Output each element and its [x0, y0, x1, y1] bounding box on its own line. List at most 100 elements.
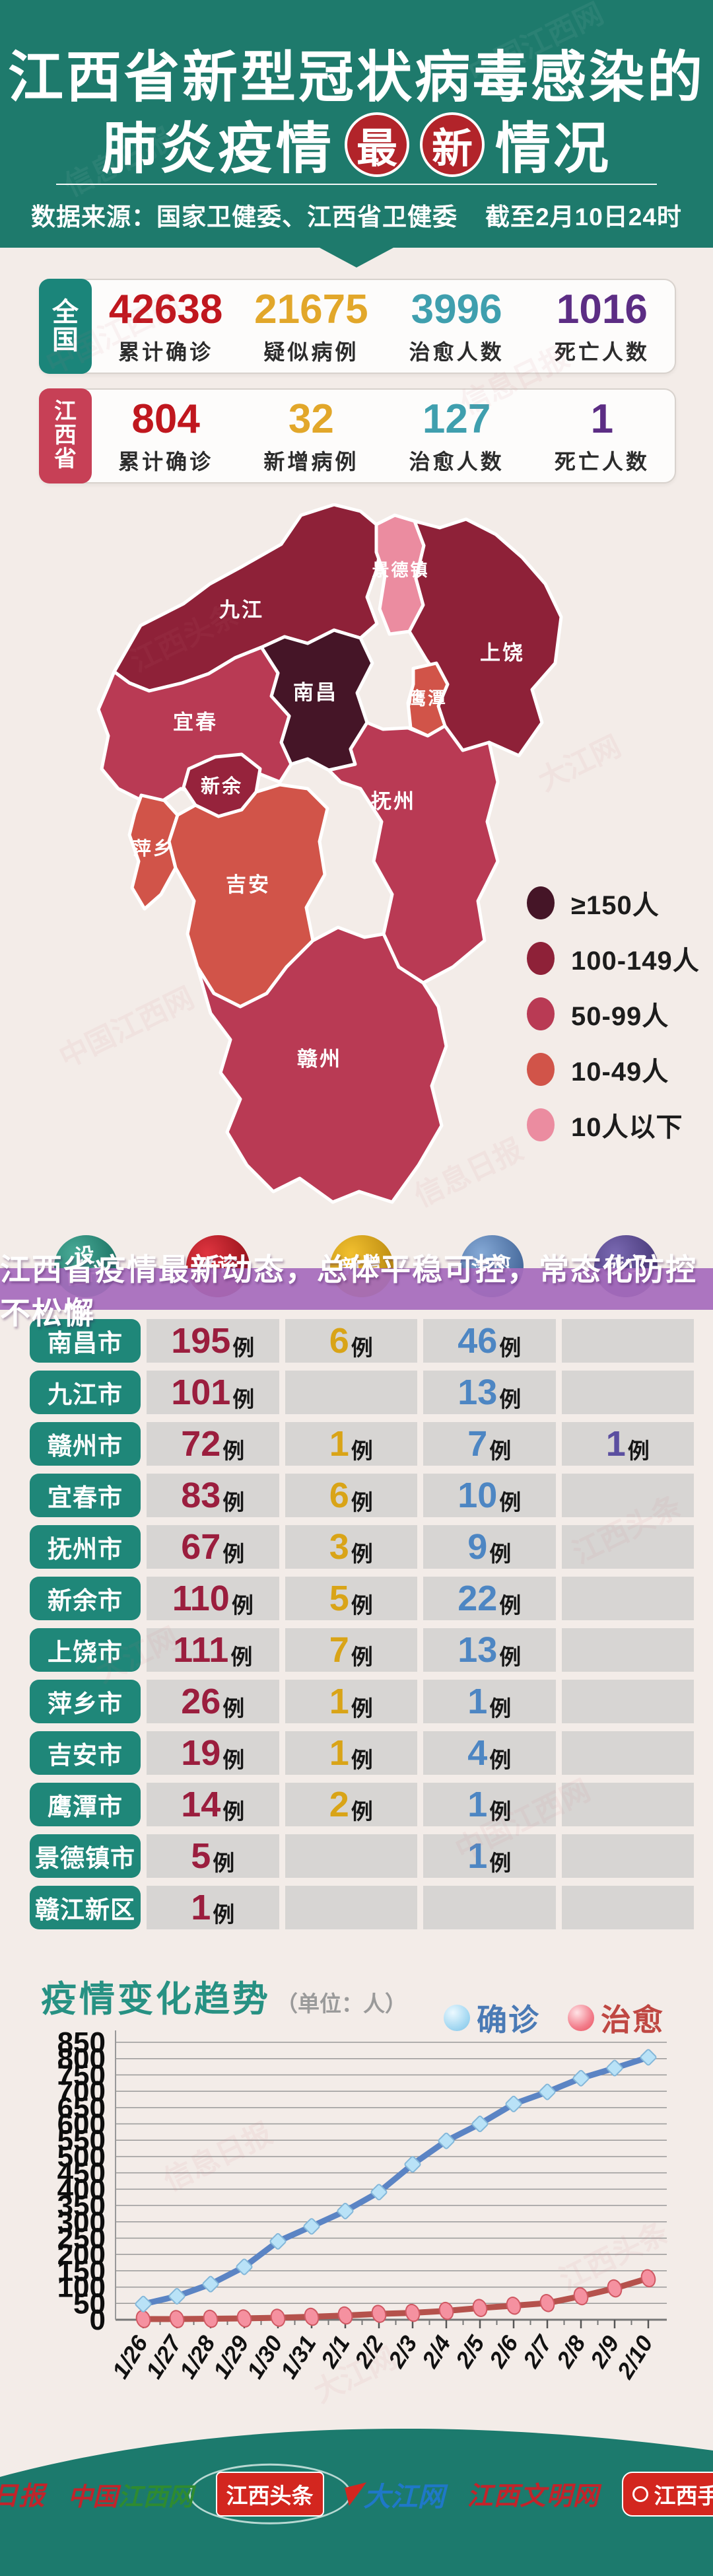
cell-confirmed: 19 例 [147, 1731, 279, 1775]
legend-item: 50-99人 [527, 995, 700, 1033]
stat-value: 1016 [556, 287, 648, 332]
chart-legend-item: 治愈 [568, 1996, 664, 2040]
legend-item: ≥150人 [527, 884, 700, 922]
title-prefix: 肺炎疫情 [101, 118, 334, 180]
cell-deaths [561, 1474, 694, 1517]
chart-legend-item: 确诊 [444, 1996, 540, 2040]
card-stats: 804 累计确诊 32 新增病例 127 治愈人数 1 死亡人数 [93, 390, 675, 482]
badge-xin: 新 [420, 112, 485, 177]
map-region-上饶 [407, 517, 563, 758]
legend-color-dot [527, 1053, 555, 1086]
legend-label: ≥150人 [571, 891, 660, 920]
svg-text:2/6: 2/6 [484, 2331, 524, 2373]
news-overlay-banner: 江西省疫情最新动态，总体平稳可控，常态化防控不松懈 [0, 1252, 713, 1330]
city-name-tab: 吉安市 [30, 1731, 141, 1775]
footer-curve [0, 2428, 713, 2576]
stat-value: 804 [131, 396, 200, 442]
stat-cell: 1 死亡人数 [529, 390, 675, 482]
stat-cell: 42638 累计确诊 [93, 280, 238, 373]
city-case-table: 南昌市 195 例 6 例 46 例 九江市 101 例 13 例 赣州市 72 例 1 例 7 例 1 例 … [30, 1319, 694, 1929]
svg-text:2/3: 2/3 [383, 2331, 423, 2373]
svg-text:1/30: 1/30 [242, 2331, 288, 2383]
city-name-tab: 上饶市 [30, 1628, 141, 1672]
cell-new_cases [285, 1834, 417, 1878]
stat-value: 127 [422, 396, 491, 442]
cell-cured: 13 例 [423, 1371, 556, 1414]
cell-deaths [561, 1680, 694, 1723]
svg-text:2/4: 2/4 [417, 2332, 456, 2373]
cell-confirmed: 67 例 [147, 1525, 279, 1569]
svg-text:2/2: 2/2 [349, 2331, 389, 2373]
cell-confirmed: 14 例 [147, 1783, 279, 1826]
cell-new_cases [285, 1371, 417, 1414]
city-name-tab: 鹰潭市 [30, 1783, 141, 1826]
legend-label: 10人以下 [571, 1113, 683, 1142]
city-name-tab: 南昌市 [30, 1319, 141, 1363]
city-name-tab: 抚州市 [30, 1525, 141, 1569]
svg-text:700: 700 [57, 2075, 106, 2108]
svg-text:300: 300 [57, 2206, 106, 2238]
header-divider [56, 184, 657, 185]
stat-cell: 3996 治愈人数 [384, 280, 529, 373]
svg-text:50: 50 [73, 2287, 106, 2320]
map-legend: ≥150人 100-149人 50-99人 10-49人 10人以下 [527, 884, 700, 1144]
stat-label: 累计确诊 [118, 340, 214, 364]
svg-text:1/26: 1/26 [108, 2331, 153, 2383]
title-suffix: 情况 [495, 118, 612, 180]
svg-text:150: 150 [57, 2255, 106, 2287]
stat-cell: 804 累计确诊 [93, 390, 238, 482]
legend-ball-icon [444, 2005, 470, 2031]
legend-label: 100-149人 [571, 947, 700, 976]
table-row: 萍乡市 26 例 1 例 1 例 [30, 1680, 694, 1723]
chart-unit-label: （单位：人） [276, 1991, 407, 2016]
cell-deaths [561, 1525, 694, 1569]
svg-text:850: 850 [57, 2026, 106, 2059]
card-tab-national: 全国 [39, 279, 92, 374]
chart-legend-label: 确诊 [477, 2003, 540, 2037]
cell-new_cases [285, 1886, 417, 1929]
stat-cell: 127 治愈人数 [384, 390, 529, 482]
cell-deaths [561, 1628, 694, 1672]
map-region-label: 景德镇 [372, 560, 429, 580]
cell-cured [423, 1886, 556, 1929]
cell-confirmed: 101 例 [147, 1371, 279, 1414]
city-name-tab: 九江市 [30, 1371, 141, 1414]
map-region-赣州 [195, 925, 448, 1204]
cell-cured: 46 例 [423, 1319, 556, 1363]
cell-confirmed: 83 例 [147, 1474, 279, 1517]
table-row: 宜春市 83 例 6 例 10 例 [30, 1474, 694, 1517]
legend-color-dot [527, 1108, 555, 1141]
trend-line-chart: 8508007507006506005505004504003503002502… [57, 2026, 667, 2384]
badge-zui: 最 [345, 112, 409, 177]
cell-deaths [561, 1731, 694, 1775]
stat-label: 累计确诊 [118, 450, 214, 474]
cell-confirmed: 111 例 [147, 1628, 279, 1672]
stat-label: 治愈人数 [409, 450, 504, 474]
cell-confirmed: 72 例 [147, 1422, 279, 1466]
footer-logo: 中国江西网 [67, 2483, 193, 2511]
stat-cell: 1016 死亡人数 [529, 280, 675, 373]
cell-confirmed: 195 例 [147, 1319, 279, 1363]
svg-text:750: 750 [57, 2059, 106, 2091]
main-title-line2: 肺炎疫情 最 新 情况 [0, 104, 713, 184]
city-name-tab: 赣江新区 [30, 1886, 141, 1929]
down-arrow-icon [320, 248, 393, 268]
city-name-tab: 赣州市 [30, 1422, 141, 1466]
svg-text:1/28: 1/28 [175, 2331, 221, 2383]
main-title-line1: 江西省新型冠状病毒感染的 [7, 46, 705, 108]
svg-text:1/31: 1/31 [276, 2332, 322, 2383]
city-name-tab: 萍乡市 [30, 1680, 141, 1723]
svg-text:0: 0 [90, 2304, 106, 2336]
cell-deaths [561, 1577, 694, 1620]
legend-ball-icon [568, 2005, 594, 2031]
cell-confirmed: 110 例 [147, 1577, 279, 1620]
legend-color-dot [527, 886, 555, 919]
cell-deaths [561, 1783, 694, 1826]
